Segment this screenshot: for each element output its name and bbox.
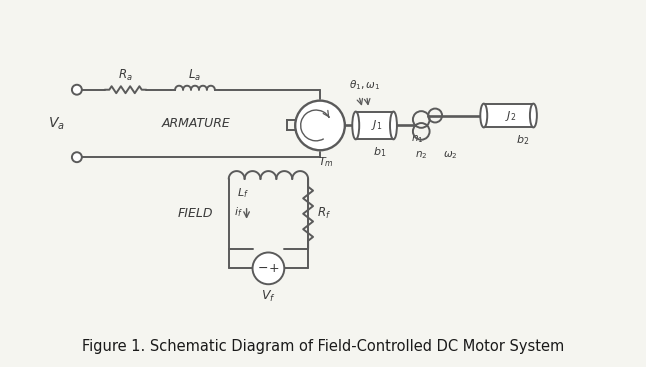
Text: $L_f$: $L_f$ bbox=[236, 186, 249, 200]
Text: Figure 1. Schematic Diagram of Field-Controlled DC Motor System: Figure 1. Schematic Diagram of Field-Con… bbox=[82, 339, 564, 354]
Text: $L_a$: $L_a$ bbox=[189, 68, 202, 83]
Circle shape bbox=[295, 101, 345, 150]
Text: $b_1$: $b_1$ bbox=[373, 145, 386, 159]
Text: $R_a$: $R_a$ bbox=[118, 68, 133, 83]
Text: $n_1$: $n_1$ bbox=[411, 134, 424, 145]
Text: −: − bbox=[257, 262, 267, 275]
Text: $T_m$: $T_m$ bbox=[318, 155, 334, 169]
Ellipse shape bbox=[390, 112, 397, 139]
Text: FIELD: FIELD bbox=[177, 207, 213, 220]
Ellipse shape bbox=[352, 112, 359, 139]
Circle shape bbox=[72, 152, 82, 162]
Text: $J_1$: $J_1$ bbox=[371, 119, 382, 132]
Text: +: + bbox=[269, 262, 280, 275]
Ellipse shape bbox=[530, 103, 537, 127]
Text: $\theta_1, \omega_1$: $\theta_1, \omega_1$ bbox=[349, 78, 380, 92]
Text: $i_f$: $i_f$ bbox=[234, 205, 243, 219]
Circle shape bbox=[72, 85, 82, 95]
Bar bbox=[484, 103, 534, 127]
Text: $J_2$: $J_2$ bbox=[505, 109, 516, 123]
Text: $b_2$: $b_2$ bbox=[516, 133, 529, 147]
Text: $R_f$: $R_f$ bbox=[317, 206, 331, 221]
Text: $\omega_2$: $\omega_2$ bbox=[443, 150, 457, 161]
Text: $V_a$: $V_a$ bbox=[48, 115, 65, 132]
Text: $V_f$: $V_f$ bbox=[261, 289, 276, 304]
Circle shape bbox=[253, 252, 284, 284]
Text: ARMATURE: ARMATURE bbox=[162, 117, 231, 130]
Bar bbox=[356, 112, 393, 139]
Text: $n_2$: $n_2$ bbox=[415, 150, 428, 161]
Ellipse shape bbox=[480, 103, 487, 127]
